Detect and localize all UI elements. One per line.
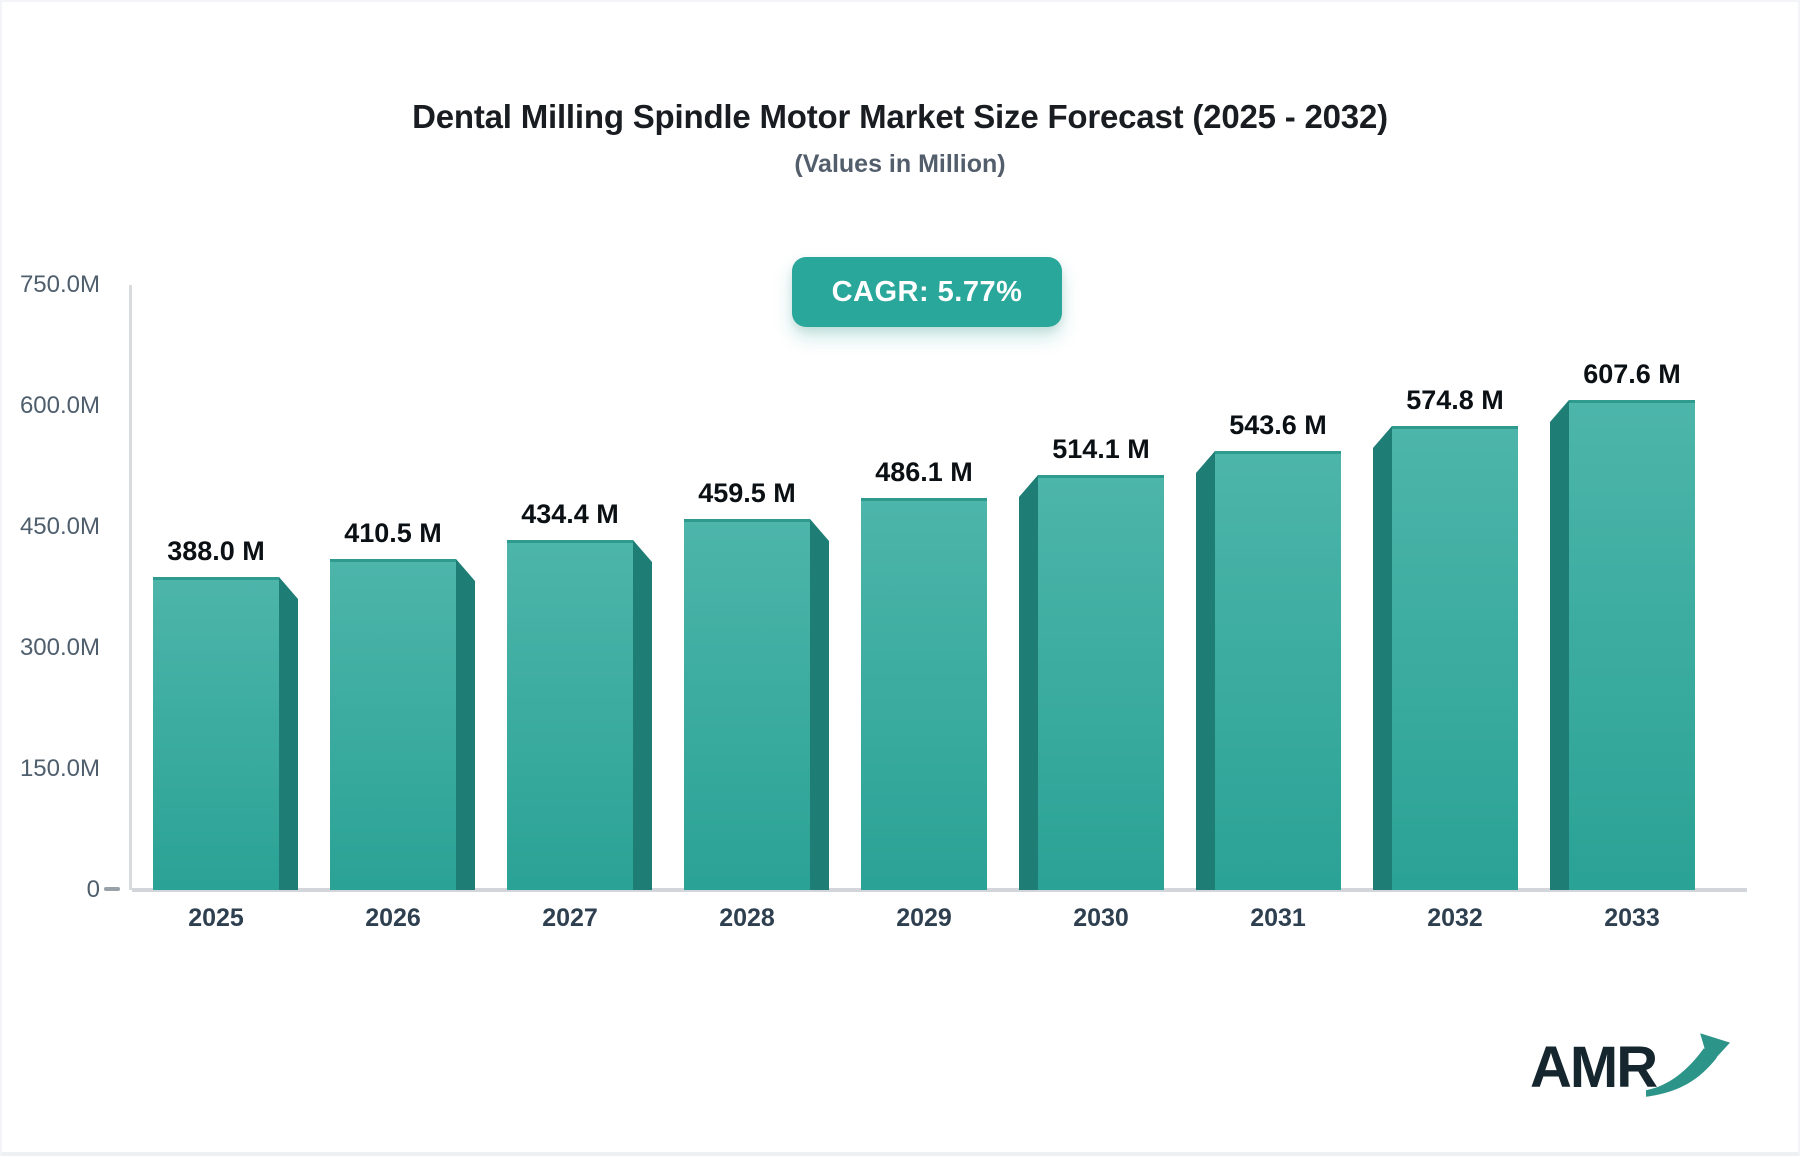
bar-value-label: 459.5 M [698, 478, 796, 508]
y-axis-tick-label: 150.0M [19, 755, 100, 782]
bar-face [684, 519, 810, 890]
bar-value-label: 607.6 M [1583, 359, 1681, 389]
plot-area: 388.0 M 410.5 M 434.4 M 459.5 M 486.1 M 514.1… [132, 285, 1757, 890]
x-axis-label: 2032 [1427, 904, 1483, 932]
bar-side-shade [1373, 426, 1392, 890]
bar-2026[interactable] [330, 559, 475, 890]
bar-2028[interactable] [684, 519, 829, 890]
y-axis-labels: 750.0M 600.0M 450.0M 300.0M 150.0M 0 [2, 271, 100, 903]
x-axis-labels: 2025 2026 2027 2028 2029 2030 2031 2032 2033 [132, 904, 1757, 944]
bar-face [1038, 475, 1164, 890]
bar-face [153, 577, 279, 890]
bar-face [507, 540, 633, 890]
bar-2032[interactable] [1373, 426, 1518, 890]
bar-2027[interactable] [507, 540, 652, 890]
y-axis-tick-label: 750.0M [19, 271, 100, 298]
x-axis-label: 2029 [896, 904, 952, 932]
y-axis-tick-label: 0 [86, 876, 100, 903]
growth-arrow-icon [1646, 1033, 1730, 1097]
bar-2029[interactable] [861, 498, 987, 890]
bar-side-shade [633, 540, 652, 890]
x-axis-baseline [132, 888, 1747, 892]
bar-side-shade [1019, 475, 1038, 890]
amr-logo-text: AMR [1530, 1035, 1658, 1100]
x-axis-label: 2031 [1250, 904, 1306, 932]
bar-2030[interactable] [1019, 475, 1164, 890]
x-axis-label: 2027 [542, 904, 598, 932]
x-axis-label: 2026 [365, 904, 421, 932]
y-axis-line [129, 285, 132, 890]
bar-side-shade [1550, 400, 1569, 890]
x-axis-label: 2033 [1604, 904, 1660, 932]
bar-value-label: 410.5 M [344, 518, 442, 548]
bar-face [861, 498, 987, 890]
chart-subtitle: (Values in Million) [794, 150, 1006, 178]
bar-2031[interactable] [1196, 451, 1341, 890]
amr-logo: AMR [1530, 1033, 1730, 1124]
chart-title: Dental Milling Spindle Motor Market Size… [412, 98, 1388, 135]
growth-arrow-swoosh [1646, 1048, 1717, 1097]
bar-side-shade [279, 577, 298, 890]
bar-side-shade [1196, 451, 1215, 890]
bar-value-label: 486.1 M [875, 457, 973, 487]
bar-value-label: 514.1 M [1052, 434, 1150, 464]
bar-side-shade [810, 519, 829, 890]
x-axis-label: 2025 [188, 904, 244, 932]
bar-face [1215, 451, 1341, 890]
x-axis-label: 2028 [719, 904, 775, 932]
bar-value-label: 574.8 M [1406, 385, 1504, 415]
bar-2033[interactable] [1550, 400, 1695, 890]
y-axis-tick-label: 450.0M [19, 513, 100, 540]
bar-value-label: 434.4 M [521, 499, 619, 529]
cagr-badge-label: CAGR: 5.77% [831, 275, 1023, 308]
bar-value-label: 388.0 M [167, 536, 265, 566]
bar-side-shade [456, 559, 475, 890]
y-axis-tick-label: 600.0M [19, 392, 100, 419]
bar-2025[interactable] [153, 577, 298, 890]
bar-face [1392, 426, 1518, 890]
zero-tick-mark [104, 887, 120, 891]
bar-face [1569, 400, 1695, 890]
growth-arrow-head [1700, 1033, 1730, 1065]
x-axis-label: 2030 [1073, 904, 1129, 932]
bar-face [330, 559, 456, 890]
cagr-badge: CAGR: 5.77% [792, 257, 1062, 327]
bar-value-label: 543.6 M [1229, 410, 1327, 440]
y-axis-tick-label: 300.0M [19, 634, 100, 661]
